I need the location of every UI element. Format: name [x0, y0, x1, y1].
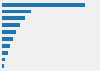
Bar — [2, 3, 86, 7]
Bar — [2, 16, 25, 20]
Bar — [2, 10, 31, 13]
Bar — [2, 58, 5, 61]
Bar — [2, 44, 10, 48]
Bar — [2, 30, 16, 34]
Bar — [2, 51, 8, 55]
Bar — [2, 23, 20, 27]
Bar — [2, 37, 13, 41]
Bar — [2, 64, 4, 68]
